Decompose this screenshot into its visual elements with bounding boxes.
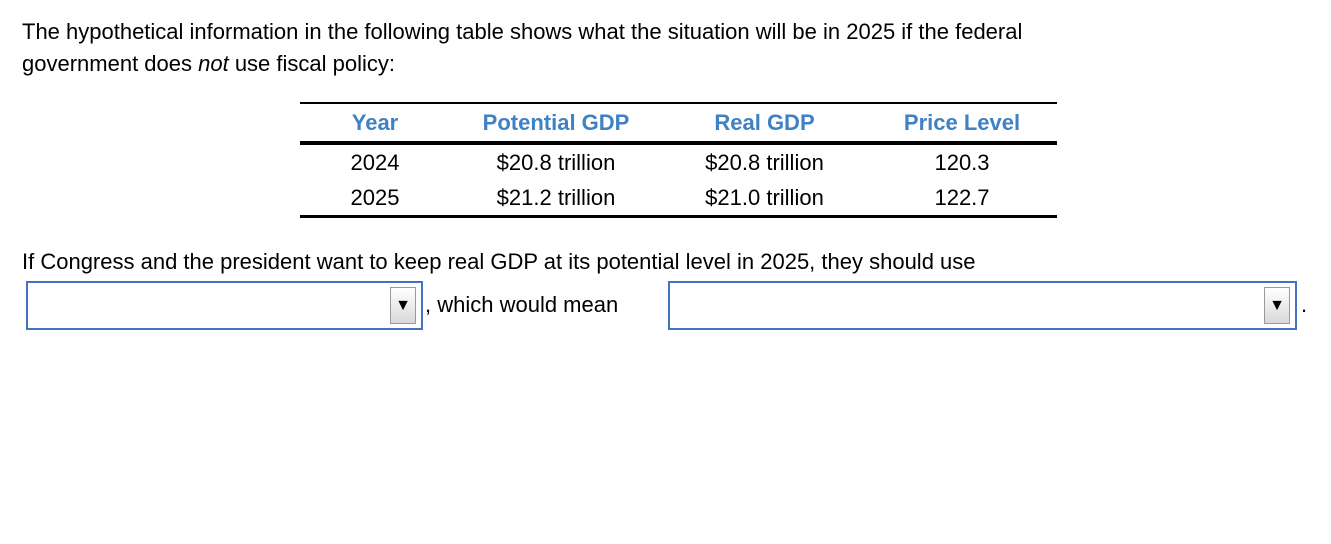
intro-line2-pre: government does — [22, 51, 199, 76]
gdp-table: Year Potential GDP Real GDP Price Level … — [300, 102, 1057, 218]
cell-year-2024: 2024 — [350, 149, 400, 175]
gdp-table-body: 2024 $20.8 trillion $20.8 trillion 120.3… — [300, 143, 1057, 217]
intro-line2-post: use fiscal policy: — [228, 51, 395, 76]
cell-real-gdp-2025: $21.0 trillion — [705, 184, 824, 210]
cell-price-level-2024: 120.3 — [934, 149, 990, 175]
header-row: Year Potential GDP Real GDP Price Level — [300, 103, 1057, 143]
sentence-period: . — [1301, 292, 1308, 317]
fiscal-policy-dropdown-value — [36, 283, 381, 328]
cell-price-level-2025: 122.7 — [934, 184, 990, 210]
meaning-dropdown-arrow-button[interactable]: ▼ — [1264, 287, 1290, 324]
fiscal-policy-dropdown[interactable]: ▼ — [26, 281, 423, 330]
intro-italic-word: not — [198, 51, 229, 76]
down-triangle-icon: ▼ — [1269, 296, 1285, 314]
cell-potential-gdp-2025: $21.2 trillion — [496, 184, 616, 210]
meaning-dropdown[interactable]: ▼ — [668, 281, 1297, 330]
intro-line1: The hypothetical information in the foll… — [22, 19, 1023, 44]
column-header-price-level: Price Level — [903, 109, 1021, 135]
question-text: If Congress and the president want to ke… — [22, 249, 976, 274]
table-row-2025: 2025 $21.2 trillion $21.0 trillion 122.7 — [300, 180, 1057, 217]
table-row-2024: 2024 $20.8 trillion $20.8 trillion 120.3 — [300, 143, 1057, 180]
cell-real-gdp-2024: $20.8 trillion — [705, 149, 824, 175]
intro-paragraph: The hypothetical information in the foll… — [22, 16, 1022, 80]
gdp-table-head: Year Potential GDP Real GDP Price Level — [300, 103, 1057, 143]
cell-year-2025: 2025 — [350, 184, 400, 210]
fiscal-policy-dropdown-arrow-button[interactable]: ▼ — [390, 287, 416, 324]
meaning-dropdown-value — [678, 283, 1255, 328]
down-triangle-icon: ▼ — [395, 296, 411, 314]
connector-text: , which would mean — [425, 292, 619, 317]
cell-potential-gdp-2024: $20.8 trillion — [496, 149, 616, 175]
column-header-year: Year — [351, 109, 399, 135]
column-header-real-gdp: Real GDP — [714, 109, 815, 135]
column-header-potential-gdp: Potential GDP — [482, 109, 630, 135]
